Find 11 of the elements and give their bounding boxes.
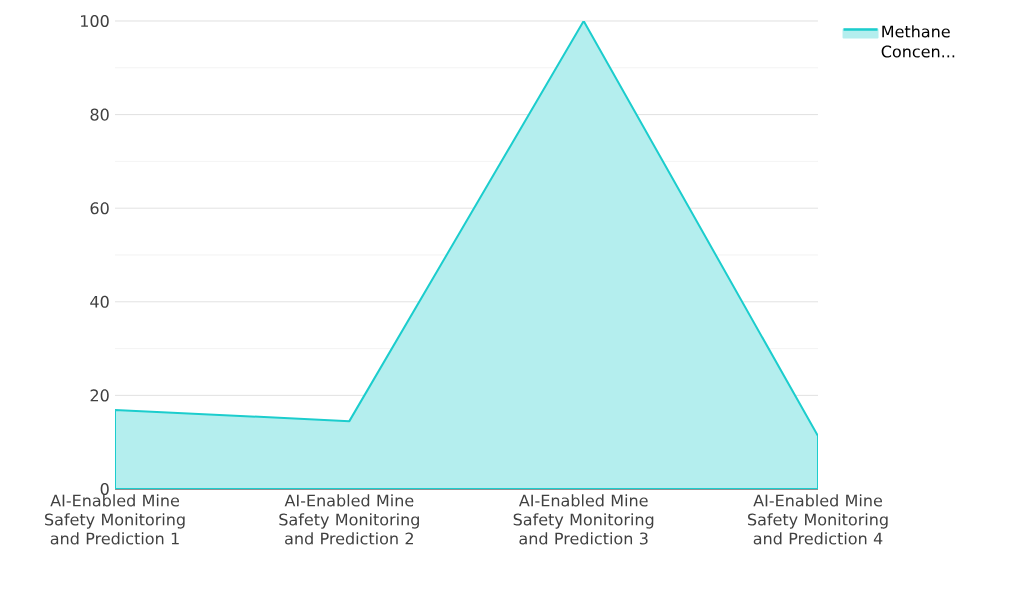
y-tick-label: 100 (81, 14, 109, 28)
x-tick-label: AI-Enabled Mine Safety Monitoring and Prediction 3 (513, 494, 654, 545)
legend-label: Methane Concen... (881, 25, 955, 58)
x-tick-label: AI-Enabled Mine Safety Monitoring and Prediction 4 (748, 494, 888, 545)
y-tick-label: 0 (100, 482, 109, 496)
x-tick-label: AI-Enabled Mine Safety Monitoring and Prediction 1 (45, 494, 185, 545)
y-tick-label: 80 (90, 108, 109, 121)
y-tick-label: 40 (90, 295, 109, 308)
x-tick-label: AI-Enabled Mine Safety Monitoring and Prediction 2 (279, 494, 419, 545)
y-tick-label: 60 (90, 202, 109, 215)
y-tick-label: 20 (90, 389, 109, 402)
